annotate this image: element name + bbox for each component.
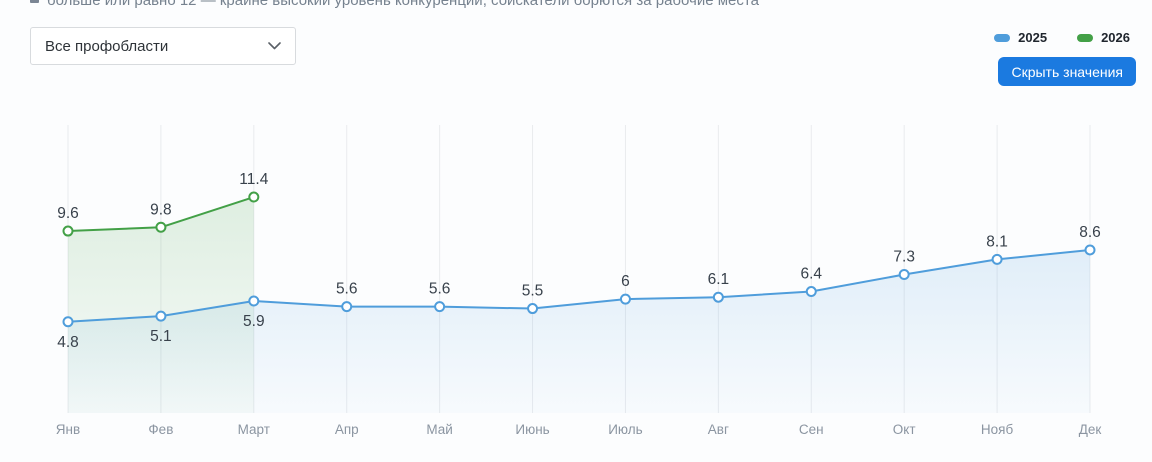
svg-text:11.4: 11.4 (239, 171, 268, 188)
svg-text:8.1: 8.1 (986, 233, 1008, 250)
svg-text:8.6: 8.6 (1079, 224, 1101, 241)
svg-text:Май: Май (426, 422, 452, 437)
svg-text:5.5: 5.5 (522, 283, 544, 300)
legend-swatch (994, 33, 1011, 42)
chevron-down-icon (268, 42, 281, 50)
svg-text:Фев: Фев (148, 422, 173, 437)
note-bullet (30, 0, 39, 3)
svg-text:Нояб: Нояб (981, 422, 1014, 437)
svg-text:Дек: Дек (1079, 422, 1102, 437)
legend: 2025 2026 (994, 30, 1130, 45)
svg-text:Июль: Июль (608, 422, 642, 437)
svg-text:5.1: 5.1 (150, 328, 172, 345)
legend-swatch (1077, 33, 1094, 42)
svg-text:Апр: Апр (335, 422, 359, 437)
legend-item[interactable]: 2025 (994, 30, 1047, 45)
svg-text:Сен: Сен (799, 422, 824, 437)
svg-text:5.6: 5.6 (429, 281, 451, 298)
svg-text:Июнь: Июнь (515, 422, 549, 437)
svg-text:Окт: Окт (893, 422, 916, 437)
svg-text:Янв: Янв (56, 422, 80, 437)
profession-dropdown[interactable]: Все профобласти (30, 27, 296, 65)
svg-text:9.8: 9.8 (150, 201, 172, 218)
svg-text:6.1: 6.1 (708, 271, 730, 288)
svg-text:5.6: 5.6 (336, 281, 358, 298)
svg-text:4.8: 4.8 (57, 334, 79, 351)
svg-text:7.3: 7.3 (893, 249, 915, 266)
svg-text:Март: Март (238, 422, 270, 437)
note-text: больше или равно 12 — крайне высокий уро… (47, 0, 759, 9)
svg-text:6.4: 6.4 (800, 266, 822, 283)
legend-label: 2025 (1018, 30, 1048, 45)
profession-dropdown-value: Все профобласти (45, 37, 169, 55)
legend-label: 2026 (1101, 30, 1130, 45)
legend-item[interactable]: 2026 (1077, 30, 1130, 45)
svg-text:6: 6 (621, 273, 630, 290)
svg-text:Авг: Авг (708, 422, 729, 437)
hide-values-button[interactable]: Скрыть значения (998, 57, 1136, 86)
svg-text:5.9: 5.9 (243, 313, 265, 330)
svg-text:9.6: 9.6 (57, 205, 79, 222)
